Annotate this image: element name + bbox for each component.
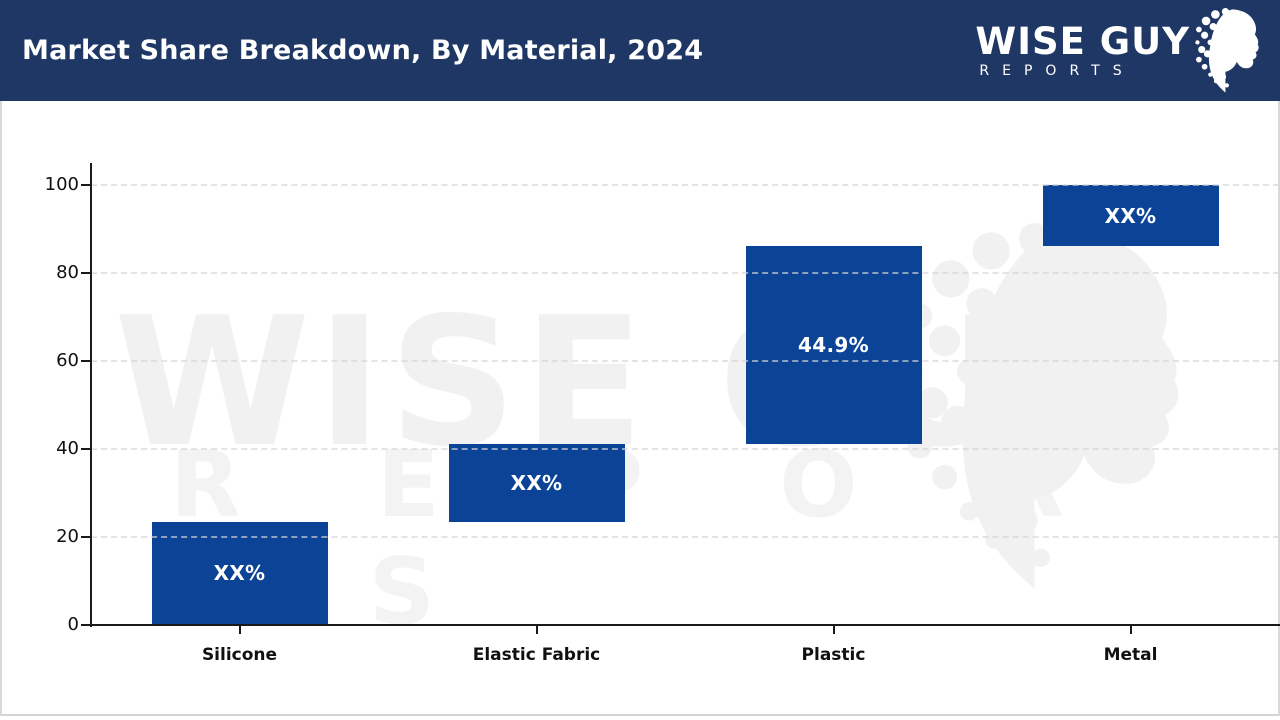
y-tick-mark-0 [81,624,90,626]
y-tick-mark-40 [81,448,90,450]
bar-value-label: 44.9% [798,332,869,357]
bar-plastic: 44.9% [745,246,922,444]
gridline-40 [91,448,1279,450]
header-bar: Market Share Breakdown, By Material, 202… [0,0,1280,101]
logo-wordmark: WISE GUY [975,19,1190,63]
y-tick-mark-20 [81,536,90,538]
category-label-plastic: Plastic [801,645,866,665]
y-tick-label-80: 80 [56,262,79,283]
gridline-60 [91,360,1279,362]
y-tick-mark-100 [81,184,90,186]
gridline-20 [91,536,1279,538]
bar-value-label: XX% [213,561,266,586]
bar-silicone: XX% [151,521,328,625]
category-label-elastic-fabric: Elastic Fabric [472,645,601,665]
y-tick-mark-80 [81,272,90,274]
bar-value-label: XX% [1104,203,1157,228]
y-tick-label-100: 100 [44,174,79,195]
gridline-80 [91,272,1279,274]
x-tick-mark-3 [832,625,835,634]
chart-canvas: WISE GU R E P O R T S 0 20 40 60 80 100 XX% Sil… [0,101,1280,716]
x-tick-mark-4 [1129,625,1132,634]
chart-title: Market Share Breakdown, By Material, 202… [22,35,704,66]
logo-subtitle: REPORTS [979,62,1135,79]
logo-face-icon [1192,8,1266,94]
wise-guy-logo: WISE GUY REPORTS [975,8,1280,94]
y-tick-label-20: 20 [56,526,79,547]
y-tick-mark-60 [81,360,90,362]
x-tick-mark-2 [535,625,538,634]
bar-metal: XX% [1042,185,1219,247]
y-axis-spine [90,163,92,627]
x-axis-spine [90,624,1280,626]
y-tick-label-60: 60 [56,350,79,371]
logo-text: WISE GUY REPORTS [975,23,1190,79]
plot-area: 0 20 40 60 80 100 XX% Silicone XX% Elastic Fabric… [45,163,1280,665]
y-tick-label-0: 0 [67,614,79,635]
y-tick-label-40: 40 [56,438,79,459]
gridline-100 [91,184,1279,186]
x-tick-mark-1 [238,625,241,634]
bar-elastic-fabric: XX% [448,443,625,522]
bar-value-label: XX% [510,470,563,495]
category-label-silicone: Silicone [201,645,278,665]
category-label-metal: Metal [1103,645,1158,665]
